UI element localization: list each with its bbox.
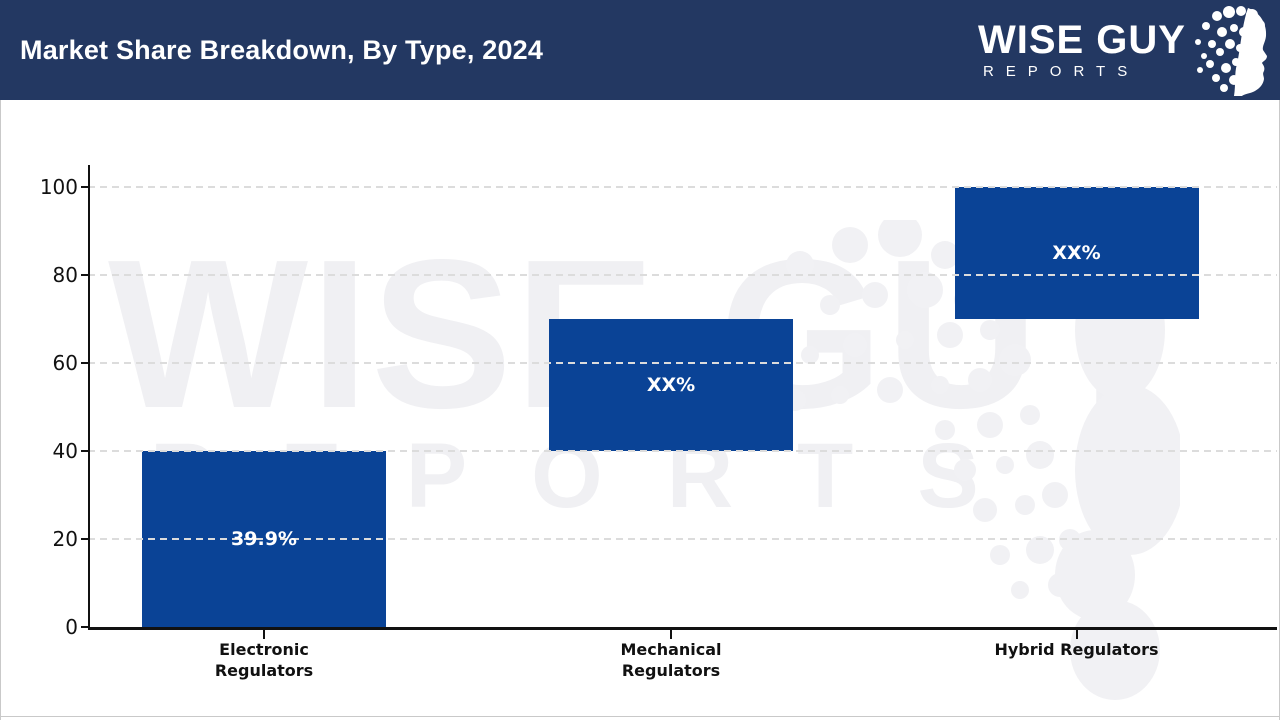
y-tick-100 [81,186,88,188]
gridline-60 [88,362,1277,364]
header-bar: Market Share Breakdown, By Type, 2024 WI… [0,0,1280,100]
y-axis-spine [88,165,90,627]
bar-value-label-2: XX% [646,374,696,397]
gridline-20 [88,538,1277,540]
y-tick-20 [81,538,88,540]
bar-value-label-3: XX% [1052,242,1101,264]
y-tick-label-60: 60 [52,351,78,375]
y-tick-label-40: 40 [52,439,78,463]
x-axis-spine [88,627,1277,630]
x-category-label-1: Electronic Regulators [214,640,314,680]
x-category-label-3: Hybrid Regulators [994,640,1159,659]
gridline-80 [88,274,1277,276]
y-tick-0 [81,626,88,628]
x-category-label-2: Mechanical Regulators [620,640,722,680]
logo-text: WISE GUY REPORTS [978,20,1186,80]
y-tick-60 [81,362,88,364]
bar-value-label-1: 39.9% [231,528,297,551]
frame-border-bottom [0,716,1280,717]
bar-2 [549,319,793,452]
bar-3 [954,187,1199,319]
gridline-100 [88,186,1277,188]
y-tick-label-0: 0 [65,615,78,639]
x-tick-2 [670,630,672,639]
chart-area: WISE GUY REPORTS [0,100,1280,720]
page-title: Market Share Breakdown, By Type, 2024 [20,34,544,65]
logo-subtext: REPORTS [982,63,1140,80]
wiseguy-logo: WISE GUY REPORTS [978,4,1268,96]
gridline-40 [88,450,1277,452]
y-tick-label-20: 20 [52,527,78,551]
y-tick-80 [81,274,88,276]
x-tick-3 [1075,630,1078,639]
y-tick-40 [81,450,88,452]
y-tick-label-100: 100 [39,175,78,199]
x-tick-1 [263,630,265,639]
logo-wordmark: WISE GUY [977,18,1186,62]
logo-face-icon [1195,6,1267,96]
y-tick-label-80: 80 [52,263,78,287]
frame-border-left [0,100,1,720]
